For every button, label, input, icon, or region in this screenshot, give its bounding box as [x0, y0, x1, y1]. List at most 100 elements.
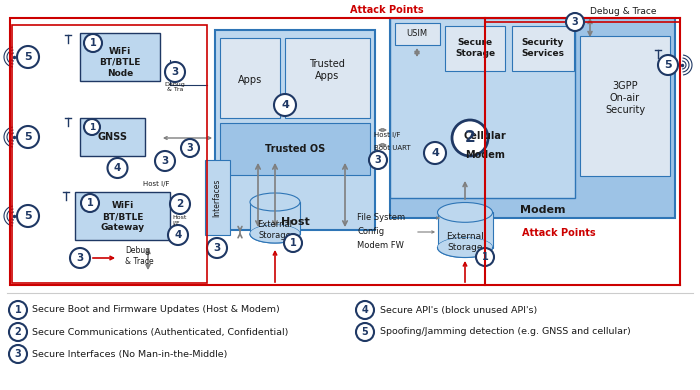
Bar	[390, 18, 575, 198]
Bar	[580, 36, 670, 176]
Text: 1: 1	[15, 305, 22, 315]
Text: 5: 5	[25, 211, 32, 221]
Ellipse shape	[438, 202, 493, 222]
Text: Secure
Storage: Secure Storage	[455, 38, 495, 58]
Text: Secure Interfaces (No Man-in-the-Middle): Secure Interfaces (No Man-in-the-Middle)	[32, 349, 228, 358]
Circle shape	[181, 139, 199, 157]
Text: Spoofing/Jamming detection (e.g. GNSS and cellular): Spoofing/Jamming detection (e.g. GNSS an…	[380, 328, 631, 337]
Ellipse shape	[250, 225, 300, 243]
Bar	[250, 202, 300, 234]
Text: 3: 3	[374, 155, 382, 165]
Text: Host I/F: Host I/F	[374, 132, 400, 138]
Circle shape	[170, 194, 190, 214]
Circle shape	[9, 345, 27, 363]
Text: Trusted OS: Trusted OS	[265, 144, 325, 154]
Circle shape	[70, 248, 90, 268]
Circle shape	[81, 194, 99, 212]
Text: 3: 3	[214, 243, 220, 253]
Text: Apps: Apps	[238, 75, 262, 85]
Circle shape	[17, 205, 39, 227]
Text: 1: 1	[89, 122, 95, 131]
Ellipse shape	[438, 238, 493, 257]
Circle shape	[284, 234, 302, 252]
Circle shape	[452, 120, 488, 156]
Bar	[512, 26, 574, 71]
Text: 5: 5	[362, 327, 368, 337]
Text: 2: 2	[176, 199, 183, 209]
Text: 5: 5	[25, 132, 32, 142]
Text: 4: 4	[281, 100, 289, 110]
Ellipse shape	[438, 238, 493, 257]
Circle shape	[84, 119, 100, 135]
Circle shape	[84, 34, 102, 52]
Text: External
Storage: External Storage	[258, 220, 293, 240]
Text: 3: 3	[162, 156, 169, 166]
Circle shape	[566, 13, 584, 31]
Text: 4: 4	[431, 148, 439, 158]
Text: Debug
& Tra: Debug & Tra	[164, 82, 186, 92]
Circle shape	[476, 248, 494, 266]
Text: 1: 1	[290, 238, 296, 248]
Circle shape	[108, 158, 127, 178]
Text: Attack Points: Attack Points	[350, 5, 424, 15]
Ellipse shape	[250, 193, 300, 211]
Text: 3: 3	[187, 143, 193, 153]
Text: Modem: Modem	[519, 205, 566, 215]
Bar	[80, 33, 160, 81]
Bar	[220, 38, 280, 118]
Circle shape	[356, 323, 374, 341]
Text: Debug
& Trace: Debug & Trace	[125, 246, 153, 266]
Circle shape	[168, 225, 188, 245]
Circle shape	[424, 142, 446, 164]
Bar	[445, 26, 505, 71]
Circle shape	[9, 323, 27, 341]
Text: Host: Host	[281, 217, 309, 227]
Text: Debug & Trace: Debug & Trace	[590, 7, 657, 16]
Circle shape	[207, 238, 227, 258]
Text: Host I/F: Host I/F	[143, 181, 169, 187]
Text: 4: 4	[174, 230, 182, 240]
Text: 5: 5	[25, 52, 32, 62]
Bar	[220, 123, 370, 175]
Text: Modem FW: Modem FW	[357, 241, 404, 250]
Bar	[205, 160, 230, 235]
Circle shape	[658, 55, 678, 75]
Text: Interfaces: Interfaces	[213, 179, 221, 217]
Text: USIM: USIM	[407, 30, 428, 39]
Circle shape	[17, 46, 39, 68]
Bar	[10, 18, 485, 285]
Text: BT/BTLE: BT/BTLE	[102, 213, 144, 222]
Text: 4: 4	[114, 163, 121, 173]
Text: 3: 3	[15, 349, 22, 359]
Bar	[395, 23, 440, 45]
Circle shape	[9, 301, 27, 319]
Text: 3: 3	[572, 17, 578, 27]
Text: 5: 5	[664, 60, 672, 70]
Circle shape	[356, 301, 374, 319]
Text: GNSS: GNSS	[97, 132, 127, 142]
Text: 1: 1	[482, 252, 489, 262]
Text: Node: Node	[107, 69, 133, 78]
Circle shape	[165, 62, 185, 82]
Bar	[215, 30, 375, 230]
Text: Cellular: Cellular	[463, 131, 506, 141]
Text: 2: 2	[15, 327, 22, 337]
Text: 3: 3	[172, 67, 178, 77]
Text: 3: 3	[76, 253, 83, 263]
Text: File System: File System	[357, 213, 405, 223]
Text: WiFi: WiFi	[111, 202, 134, 211]
Circle shape	[369, 151, 387, 169]
Bar	[12, 25, 207, 283]
Bar	[390, 18, 675, 218]
Bar	[80, 118, 145, 156]
Text: WiFi: WiFi	[109, 46, 131, 55]
Text: Attack Points: Attack Points	[522, 228, 596, 238]
Text: Modem: Modem	[465, 150, 505, 160]
Text: Gateway: Gateway	[100, 223, 145, 232]
Circle shape	[17, 126, 39, 148]
Text: External
Storage: External Storage	[446, 232, 484, 252]
Text: Secure API's (block unused API's): Secure API's (block unused API's)	[380, 305, 538, 314]
Text: Trusted
Apps: Trusted Apps	[309, 59, 345, 81]
Bar	[75, 192, 170, 240]
Circle shape	[274, 94, 296, 116]
